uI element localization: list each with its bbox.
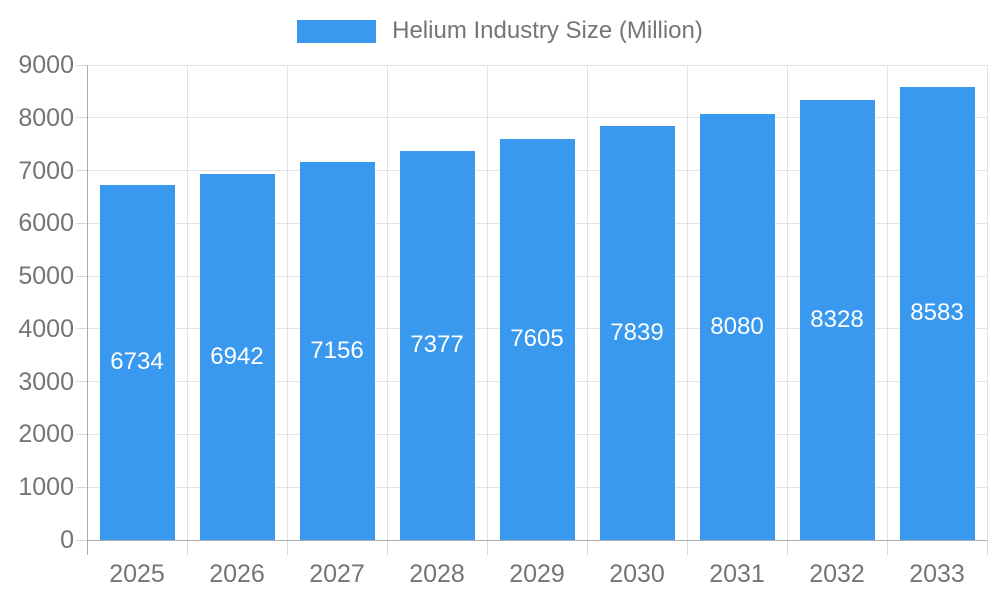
x-tick: [686, 540, 688, 555]
x-axis-label: 2025: [109, 560, 165, 588]
y-axis-line: [86, 65, 88, 555]
gridline-x: [486, 65, 488, 540]
x-tick: [886, 540, 888, 555]
y-tick: [76, 433, 87, 435]
bar-value-label: 6734: [110, 348, 164, 376]
y-axis-label: 2000: [18, 420, 74, 449]
y-axis-label: 4000: [18, 314, 74, 343]
y-axis-label: 6000: [18, 209, 74, 238]
gridline-y: [87, 117, 987, 119]
x-axis-label: 2033: [909, 560, 965, 588]
bar-2028[interactable]: 7377: [399, 150, 475, 540]
x-axis-label: 2027: [309, 560, 365, 588]
bar-2027[interactable]: 7156: [299, 162, 375, 540]
bar-2032[interactable]: 8328: [799, 100, 875, 540]
bar-2033[interactable]: 8583: [899, 87, 975, 540]
y-axis-label: 0: [60, 526, 74, 554]
bar-value-label: 8583: [910, 299, 964, 327]
gridline-y: [87, 64, 987, 66]
bar-2025[interactable]: 6734: [99, 184, 175, 540]
gridline-x: [886, 65, 888, 540]
y-tick: [76, 539, 87, 541]
x-tick: [986, 540, 988, 555]
y-tick: [76, 170, 87, 172]
bar-value-label: 7605: [510, 325, 564, 353]
x-axis-label: 2032: [809, 560, 865, 588]
legend-swatch: [297, 19, 377, 43]
y-tick: [76, 328, 87, 330]
y-tick: [76, 64, 87, 66]
x-tick: [786, 540, 788, 555]
gridline-x: [186, 65, 188, 540]
x-axis-label: 2031: [709, 560, 765, 588]
bar-value-label: 7839: [610, 319, 664, 347]
bar-2031[interactable]: 8080: [699, 113, 775, 540]
bar-value-label: 7156: [310, 337, 364, 365]
chart-legend[interactable]: Helium Industry Size (Million): [0, 19, 1000, 43]
y-tick: [76, 222, 87, 224]
gridline-x: [686, 65, 688, 540]
y-tick: [76, 117, 87, 119]
gridline-x: [786, 65, 788, 540]
bar-value-label: 8328: [810, 306, 864, 334]
bar-value-label: 6942: [210, 342, 264, 370]
x-axis-label: 2026: [209, 560, 265, 588]
y-axis-label: 5000: [18, 262, 74, 291]
bar-2026[interactable]: 6942: [199, 173, 275, 540]
bar-2030[interactable]: 7839: [599, 126, 675, 540]
y-axis-label: 9000: [18, 51, 74, 79]
x-tick: [486, 540, 488, 555]
x-axis-label: 2028: [409, 560, 465, 588]
gridline-x: [386, 65, 388, 540]
y-axis-label: 7000: [18, 156, 74, 185]
y-tick: [76, 275, 87, 277]
x-tick: [586, 540, 588, 555]
x-tick: [286, 540, 288, 555]
x-tick: [186, 540, 188, 555]
y-axis-label: 8000: [18, 103, 74, 132]
y-tick: [76, 381, 87, 383]
x-axis-label: 2030: [609, 560, 665, 588]
x-tick: [386, 540, 388, 555]
x-axis-baseline: [87, 539, 987, 541]
gridline-x: [986, 65, 988, 540]
bar-value-label: 8080: [710, 312, 764, 340]
gridline-x: [586, 65, 588, 540]
y-tick: [76, 486, 87, 488]
legend-label: Helium Industry Size (Million): [392, 17, 703, 44]
y-axis-label: 1000: [18, 473, 74, 502]
bar-2029[interactable]: 7605: [499, 138, 575, 540]
y-axis-label: 3000: [18, 367, 74, 396]
x-axis-label: 2029: [509, 560, 565, 588]
bar-value-label: 7377: [410, 331, 464, 359]
gridline-x: [286, 65, 288, 540]
